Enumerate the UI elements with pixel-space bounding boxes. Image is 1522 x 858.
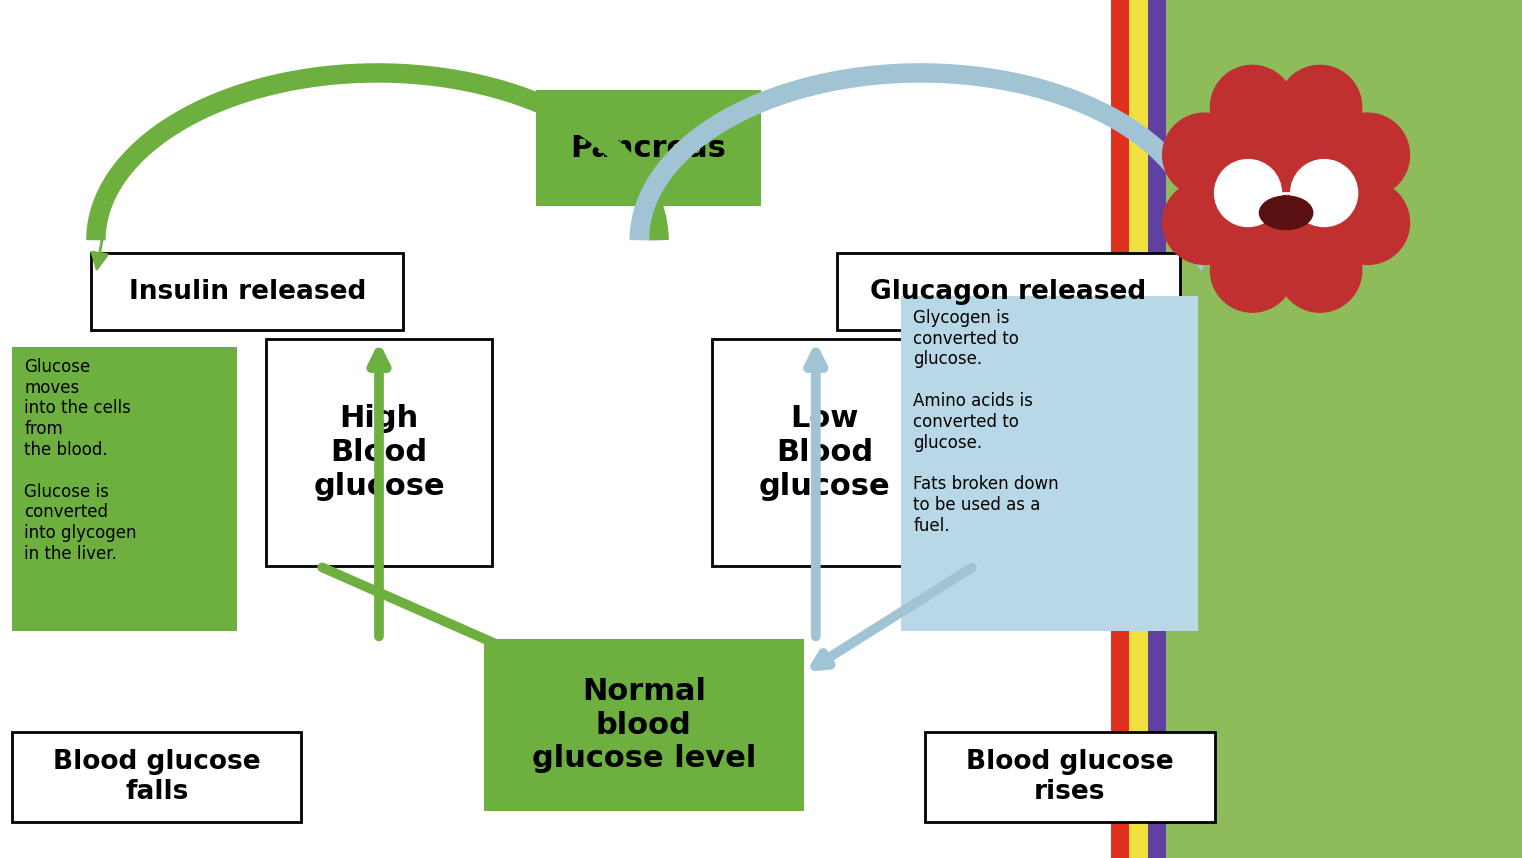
Ellipse shape: [1326, 113, 1409, 196]
Text: Insulin released: Insulin released: [129, 279, 365, 305]
Text: Glucagon released: Glucagon released: [871, 279, 1146, 305]
Bar: [1111, 0, 1129, 858]
Ellipse shape: [1278, 228, 1362, 312]
Bar: [266, 339, 492, 566]
Bar: [1129, 0, 1148, 858]
Bar: [712, 339, 938, 566]
Bar: [484, 639, 804, 811]
Ellipse shape: [1187, 90, 1385, 287]
Text: Low
Blood
glucose: Low Blood glucose: [759, 404, 890, 501]
Bar: [91, 253, 403, 330]
Bar: [12, 732, 301, 822]
Ellipse shape: [1210, 228, 1294, 312]
Ellipse shape: [1210, 65, 1294, 149]
Bar: [1111, 0, 1522, 858]
Ellipse shape: [1163, 181, 1247, 264]
Bar: [925, 732, 1215, 822]
Text: High
Blood
glucose: High Blood glucose: [314, 404, 444, 501]
Bar: [837, 253, 1180, 330]
Bar: [536, 90, 761, 206]
Bar: [1148, 0, 1166, 858]
Ellipse shape: [1278, 65, 1362, 149]
Ellipse shape: [1291, 160, 1358, 227]
Ellipse shape: [1260, 196, 1312, 230]
Text: Blood glucose
falls: Blood glucose falls: [53, 749, 260, 805]
Ellipse shape: [1215, 160, 1282, 227]
Ellipse shape: [1163, 113, 1247, 196]
Text: Glucose
moves
into the cells
from
the blood.

Glucose is
converted
into glycogen: Glucose moves into the cells from the bl…: [24, 358, 137, 563]
Text: Glycogen is
converted to
glucose.

Amino acids is
converted to
glucose.

Fats br: Glycogen is converted to glucose. Amino …: [913, 309, 1059, 535]
Bar: [901, 296, 1198, 631]
Text: Normal
blood
glucose level: Normal blood glucose level: [531, 677, 756, 773]
Ellipse shape: [1218, 120, 1355, 257]
Bar: [12, 347, 237, 631]
Text: Blood glucose
rises: Blood glucose rises: [966, 749, 1173, 805]
Text: Pancreas: Pancreas: [571, 134, 726, 162]
Ellipse shape: [1326, 181, 1409, 264]
